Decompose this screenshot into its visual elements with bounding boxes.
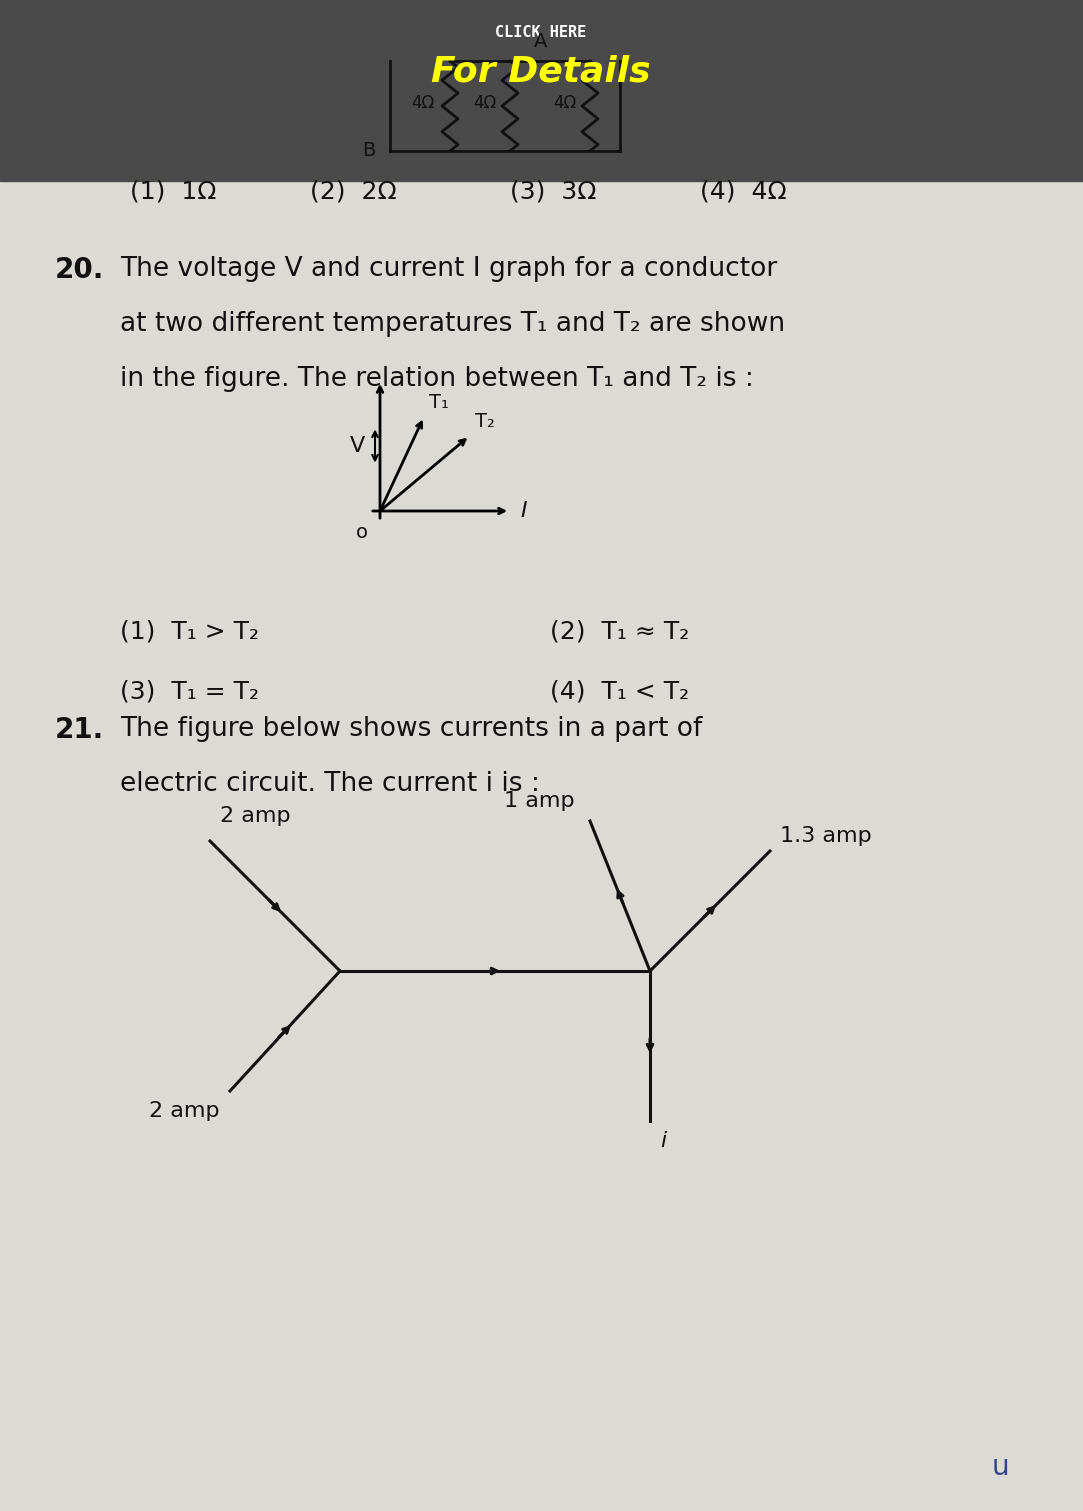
Text: (1)  T₁ > T₂: (1) T₁ > T₂ [120, 620, 259, 644]
Text: electric circuit. The current i is :: electric circuit. The current i is : [120, 771, 539, 796]
Text: 4Ω: 4Ω [412, 94, 435, 112]
Text: 21.: 21. [55, 716, 104, 743]
Text: (4)  T₁ < T₂: (4) T₁ < T₂ [550, 678, 689, 703]
Text: T₁: T₁ [429, 393, 448, 411]
Text: For Details: For Details [431, 54, 651, 89]
Text: o: o [356, 523, 368, 542]
Text: (2)  2Ω: (2) 2Ω [310, 178, 396, 202]
Text: (1)  1Ω: (1) 1Ω [130, 178, 217, 202]
Text: in the figure. The relation between T₁ and T₂ is :: in the figure. The relation between T₁ a… [120, 366, 754, 391]
Text: The figure below shows currents in a part of: The figure below shows currents in a par… [120, 716, 703, 742]
Text: B: B [362, 142, 375, 160]
Text: The voltage V and current I graph for a conductor: The voltage V and current I graph for a … [120, 255, 778, 283]
Text: 2 amp: 2 amp [149, 1102, 220, 1121]
Text: A: A [534, 32, 548, 51]
Text: 1.3 amp: 1.3 amp [780, 827, 872, 846]
Bar [0, 0, 1083, 181]
Text: CLICK HERE: CLICK HERE [495, 26, 587, 39]
Text: at two different temperatures T₁ and T₂ are shown: at two different temperatures T₁ and T₂ … [120, 311, 785, 337]
Text: V: V [350, 437, 365, 456]
Text: 4Ω: 4Ω [473, 94, 497, 112]
Text: u: u [991, 1454, 1008, 1481]
Text: i: i [660, 1132, 666, 1151]
Text: 2 amp: 2 amp [220, 805, 290, 827]
Text: (3)  T₁ = T₂: (3) T₁ = T₂ [120, 678, 259, 703]
Text: (3)  3Ω: (3) 3Ω [510, 178, 597, 202]
Text: I: I [520, 502, 526, 521]
Text: 20.: 20. [55, 255, 104, 284]
Text: T₂: T₂ [474, 413, 495, 431]
Text: 1 amp: 1 amp [505, 790, 575, 811]
Text: (4)  4Ω: (4) 4Ω [700, 178, 786, 202]
Text: 4Ω: 4Ω [553, 94, 577, 112]
Text: (2)  T₁ ≈ T₂: (2) T₁ ≈ T₂ [550, 620, 689, 644]
